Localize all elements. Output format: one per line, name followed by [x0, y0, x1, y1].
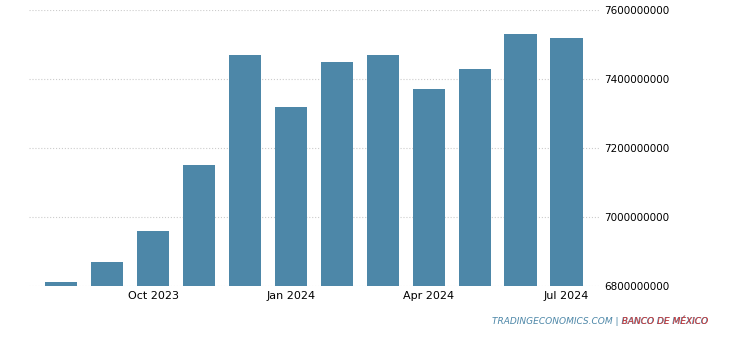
Bar — [412, 89, 445, 340]
Bar — [550, 38, 583, 340]
Bar — [91, 261, 123, 340]
Bar — [45, 282, 77, 340]
Bar — [229, 55, 261, 340]
Text: TRADINGECONOMICS.COM | BANCO DE MÉXICO: TRADINGECONOMICS.COM | BANCO DE MÉXICO — [492, 316, 708, 326]
Bar — [137, 231, 169, 340]
Text: BANCO DE MÉXICO: BANCO DE MÉXICO — [622, 318, 708, 326]
Bar — [275, 106, 307, 340]
Bar — [366, 55, 399, 340]
Bar — [504, 34, 537, 340]
Bar — [320, 62, 353, 340]
Bar — [183, 165, 215, 340]
Bar — [458, 69, 491, 340]
